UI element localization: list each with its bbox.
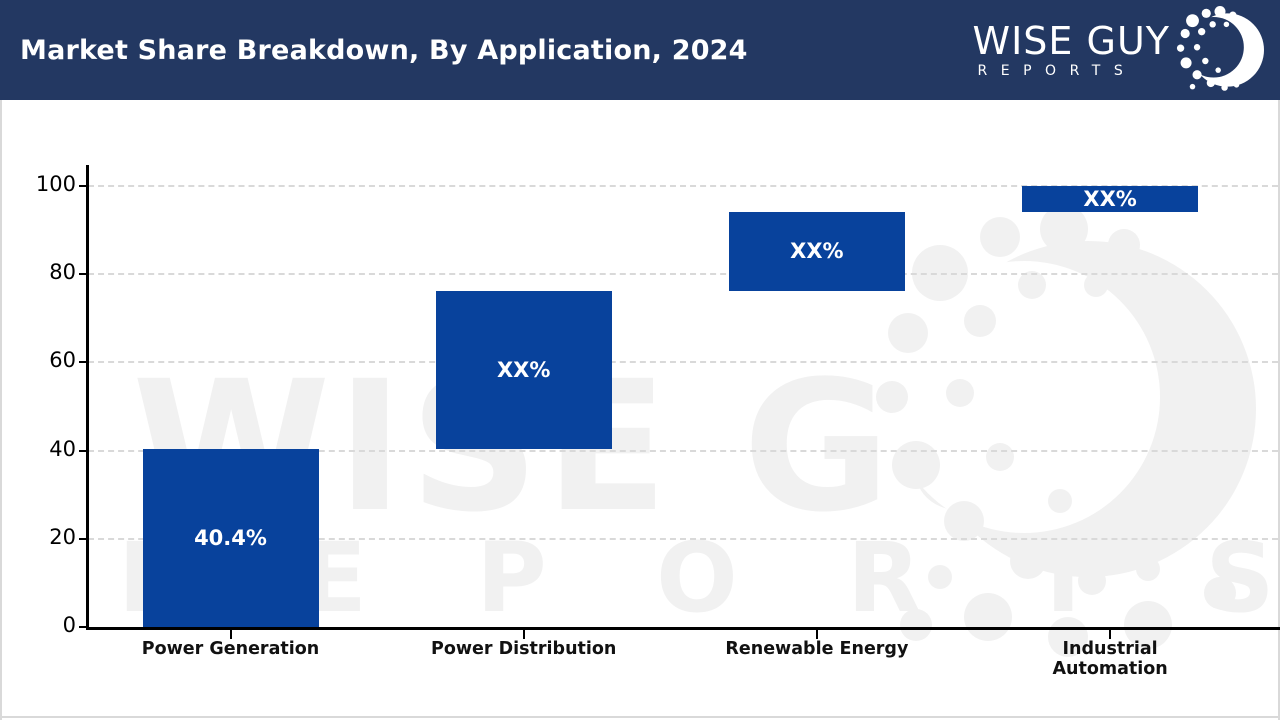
y-axis-line xyxy=(86,165,89,630)
x-tick xyxy=(815,630,818,639)
bottom-border xyxy=(0,716,1280,718)
y-tick xyxy=(79,361,88,364)
y-tick xyxy=(79,537,88,540)
y-tick xyxy=(79,449,88,452)
bar-value-label: XX% xyxy=(1083,187,1137,211)
bar-value-label: 40.4% xyxy=(194,525,267,550)
bar: XX% xyxy=(728,212,905,291)
logo-line2: REPORTS xyxy=(977,62,1137,79)
bar: XX% xyxy=(435,290,612,449)
x-axis-line xyxy=(86,627,1280,630)
bar: XX% xyxy=(1022,186,1199,213)
x-category-label: Power Distribution xyxy=(431,639,617,659)
y-tick xyxy=(79,626,88,628)
y-tick xyxy=(79,185,88,187)
brand-logo: WISE GUY REPORTS xyxy=(973,0,1266,100)
gridline xyxy=(88,185,1278,187)
bar-value-label: XX% xyxy=(496,357,551,382)
y-tick-label: 100 xyxy=(35,172,76,196)
y-tick-label: 20 xyxy=(49,524,76,549)
bar: 40.4% xyxy=(142,448,319,627)
x-tick xyxy=(229,630,232,639)
y-tick-label: 80 xyxy=(49,260,76,285)
gridline xyxy=(88,361,1278,364)
wiseguy-head-icon xyxy=(1176,6,1264,91)
x-tick xyxy=(1109,630,1112,639)
y-tick-label: 40 xyxy=(49,436,76,461)
y-tick-label: 0 xyxy=(62,613,76,637)
y-tick-label: 60 xyxy=(49,348,76,373)
y-tick xyxy=(79,273,88,276)
x-category-label: Industrial Automation xyxy=(1052,639,1168,679)
x-category-label: Renewable Energy xyxy=(725,639,909,659)
gridline xyxy=(88,273,1278,276)
page-title: Market Share Breakdown, By Application, … xyxy=(20,34,748,66)
bar-value-label: XX% xyxy=(790,239,844,264)
header-bar: Market Share Breakdown, By Application, … xyxy=(0,0,1280,100)
gridline xyxy=(88,537,1278,540)
right-border xyxy=(1278,100,1280,720)
left-border xyxy=(0,100,2,720)
plot-area: 0 20 40 60 80 100 40.4% Power Generation XX% Powe… xyxy=(0,100,1280,720)
gridline xyxy=(88,449,1278,452)
logo-line1: WISE GUY xyxy=(972,18,1170,63)
x-category-label: Power Generation xyxy=(141,639,320,659)
x-tick xyxy=(522,630,525,639)
logo-wordmark: WISE GUY REPORTS xyxy=(973,22,1170,79)
